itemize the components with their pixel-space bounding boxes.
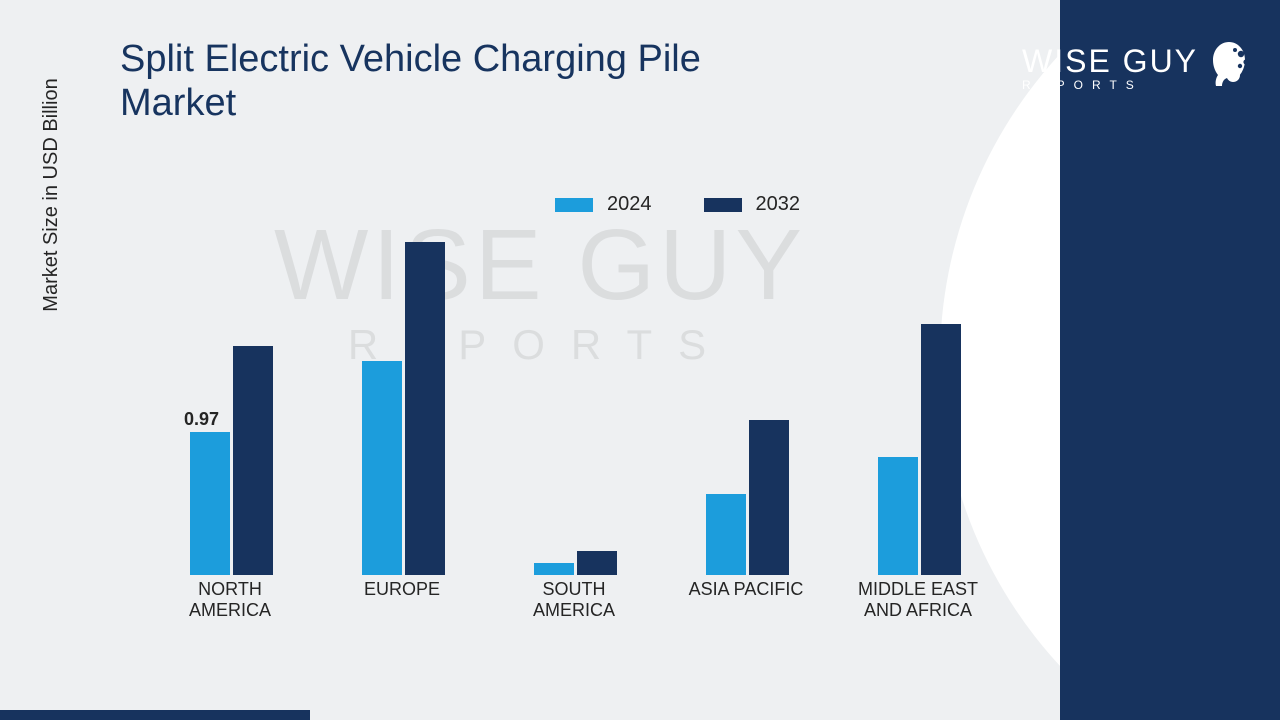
category-labels-row: NORTH AMERICA EUROPE SOUTH AMERICA ASIA PAC… [140, 575, 1000, 695]
category-label: EUROPE [332, 579, 472, 600]
brand-logo-line1: WISE GUY [1022, 45, 1198, 77]
bar-2032 [233, 346, 273, 575]
bar-2024 [190, 432, 230, 575]
brand-logo-text: WISE GUY REPORTS [1022, 45, 1198, 91]
category-label: ASIA PACIFIC [676, 579, 816, 600]
bar-2032 [749, 420, 789, 575]
right-sidebar [1060, 0, 1280, 720]
chart-legend: 2024 2032 [555, 193, 800, 216]
bar-2024 [878, 457, 918, 575]
brand-logo: WISE GUY REPORTS [1022, 40, 1252, 96]
bar-2024 [362, 361, 402, 575]
brand-logo-line2: REPORTS [1022, 79, 1198, 91]
legend-label-2032: 2032 [756, 193, 801, 216]
legend-swatch-2024 [555, 198, 593, 212]
plot-area: 0.97 [140, 235, 1000, 575]
head-icon [1204, 40, 1254, 96]
bar-2024 [534, 563, 574, 575]
y-axis-label: Market Size in USD Billion [40, 15, 63, 375]
legend-item-2032: 2032 [704, 193, 801, 216]
bar-2032 [921, 324, 961, 575]
legend-label-2024: 2024 [607, 193, 652, 216]
chart-container: WISE GUY REPORTS Market Size in USD Bill… [60, 175, 1020, 705]
category-label: MIDDLE EAST AND AFRICA [848, 579, 988, 620]
bar-2024 [706, 494, 746, 575]
category-label: NORTH AMERICA [160, 579, 300, 620]
legend-swatch-2032 [704, 198, 742, 212]
bar-2032 [405, 242, 445, 575]
bar-value-label: 0.97 [184, 409, 219, 430]
bottom-accent-stripe [0, 710, 310, 720]
bar-2032 [577, 551, 617, 575]
page-root: WISE GUY REPORTS Split Electric Vehicle … [0, 0, 1280, 720]
legend-item-2024: 2024 [555, 193, 652, 216]
chart-title: Split Electric Vehicle Charging Pile Mar… [120, 38, 760, 125]
category-label: SOUTH AMERICA [504, 579, 644, 620]
